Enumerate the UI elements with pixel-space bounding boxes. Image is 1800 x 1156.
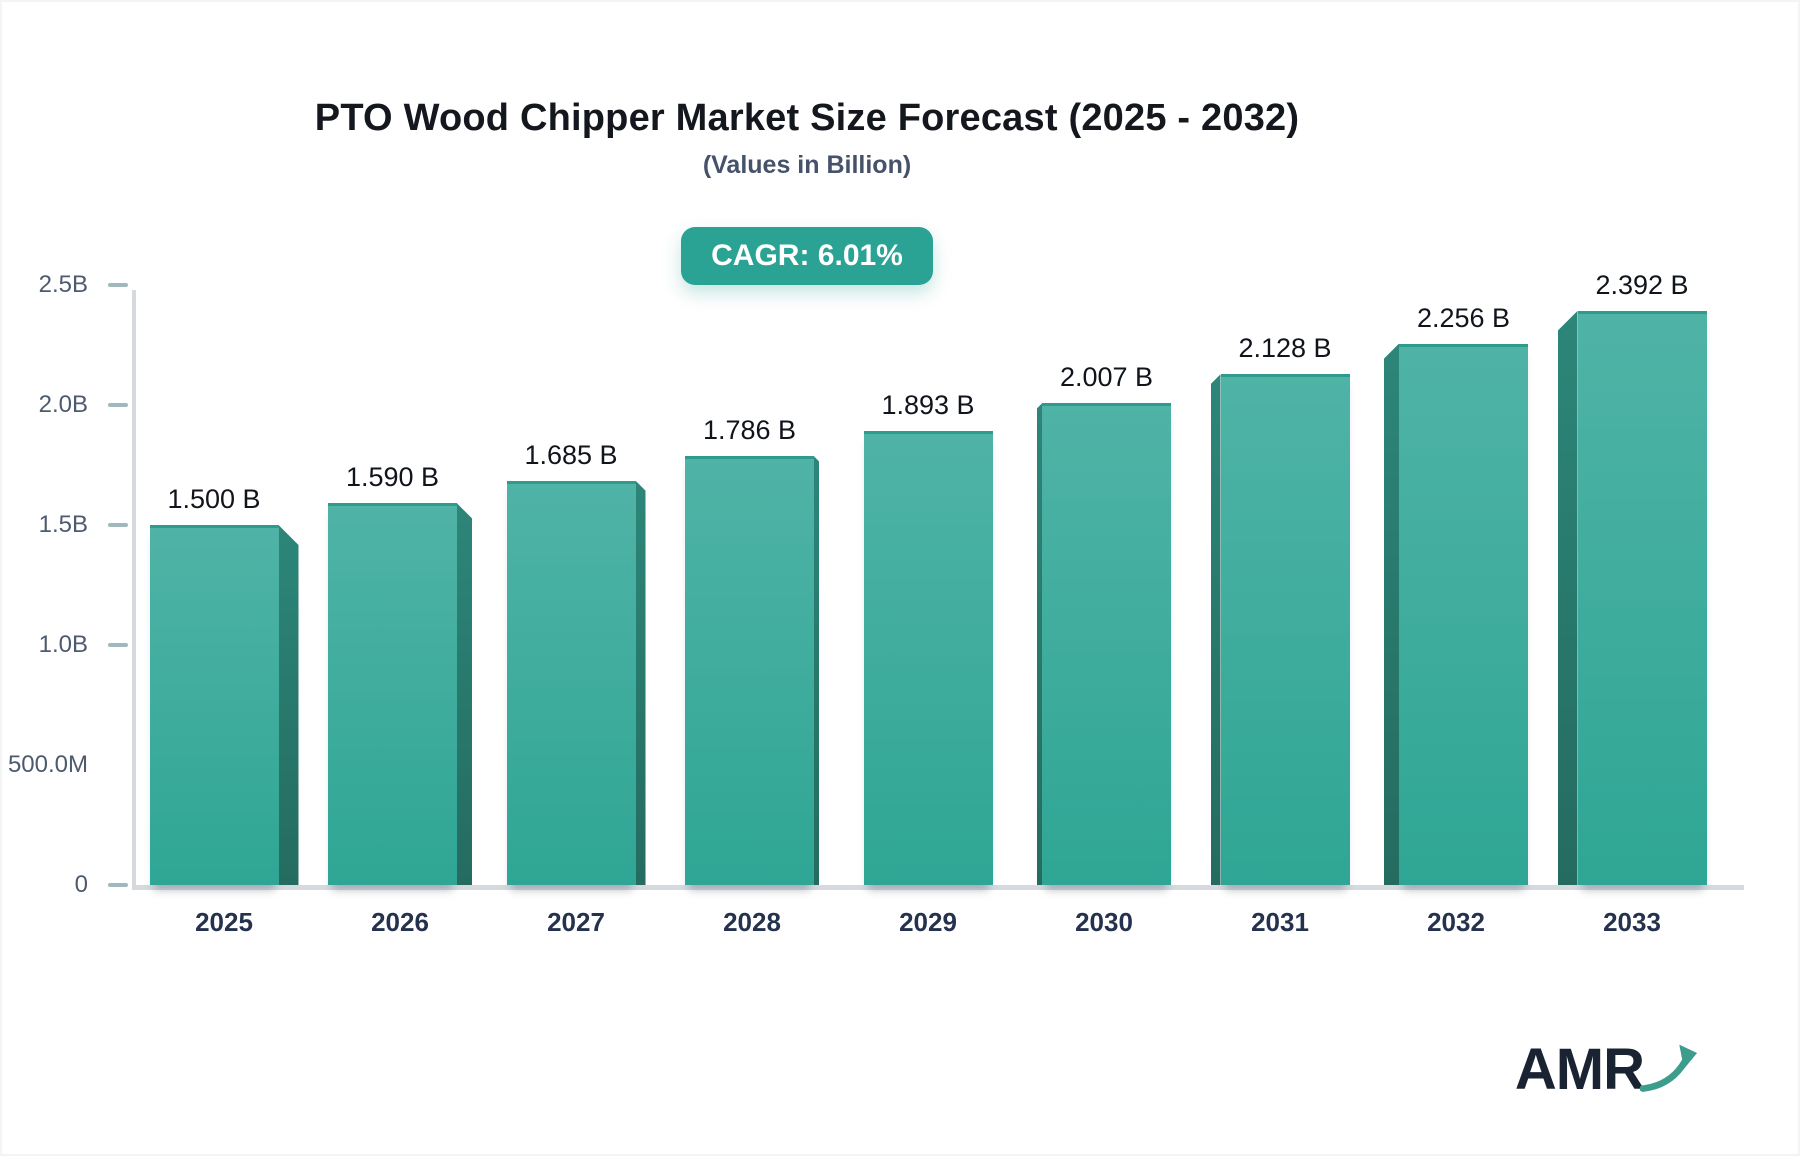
- bar-side-face: [814, 456, 819, 885]
- bar-slot: 2.392 B: [1544, 270, 1720, 885]
- bar-side-face: [278, 525, 299, 885]
- bar-front-face: [1577, 310, 1707, 885]
- bar-value-label: 2.007 B: [1059, 362, 1154, 393]
- bar-front-face: [685, 456, 814, 885]
- chart-header: PTO Wood Chipper Market Size Forecast (2…: [2, 2, 1612, 285]
- bar-side-face: [457, 503, 472, 885]
- bar-slot: 1.893 B: [840, 390, 1016, 885]
- x-axis-label: 2026: [371, 907, 429, 937]
- bar-front-face: [328, 503, 457, 885]
- bar-front-face: [863, 430, 993, 885]
- y-axis-tick-label: 2.5B: [38, 271, 88, 298]
- bar-front-face: [149, 525, 279, 885]
- bar-slot: 2.256 B: [1368, 303, 1544, 885]
- plot-area: 1.500 B 1.590 B 1.685 B 1.786 B 1.893 B 2.007…: [8, 270, 1744, 937]
- bar-slot: 2.128 B: [1192, 333, 1368, 885]
- bar-value-label: 1.500 B: [167, 484, 261, 514]
- bar-side-face: [1384, 343, 1399, 885]
- bar-2029: 1.893 B: [863, 390, 993, 885]
- amr-logo-text: AMR: [1514, 1037, 1645, 1102]
- x-axis-label: 2030: [1075, 907, 1133, 937]
- bar-value-label: 1.590 B: [345, 462, 440, 493]
- bar-value-label: 1.786 B: [702, 415, 797, 446]
- x-axis-label: 2025: [195, 907, 253, 937]
- amr-logo: AMR: [1515, 1041, 1698, 1099]
- bar-slot: 2.007 B: [1016, 362, 1192, 885]
- bar-slot: 1.500 B: [136, 484, 312, 885]
- bar-front-face: [1399, 343, 1528, 885]
- bar-slot: 1.685 B: [488, 440, 664, 885]
- chart-subtitle: (Values in Billion): [702, 151, 912, 179]
- chart-title: PTO Wood Chipper Market Size Forecast (2…: [314, 97, 1300, 139]
- bars-row: 1.500 B 1.590 B 1.685 B 1.786 B 1.893 B 2.007…: [136, 270, 1720, 885]
- x-axis-label: 2027: [547, 907, 605, 937]
- cagr-badge: CAGR: 6.01%: [681, 227, 933, 285]
- bar-2025: 1.500 B: [149, 484, 299, 885]
- y-axis-tick-mark: [108, 523, 128, 527]
- bar-value-label: 2.128 B: [1238, 333, 1332, 364]
- trend-up-arrow-icon: [1640, 1044, 1698, 1092]
- x-axis-label: 2031: [1251, 907, 1309, 937]
- bar-2028: 1.786 B: [685, 415, 819, 885]
- bar-side-face: [1210, 374, 1221, 885]
- bar-2030: 2.007 B: [1037, 362, 1171, 885]
- bar-2026: 1.590 B: [328, 462, 472, 885]
- bar-2033: 2.392 B: [1557, 270, 1707, 885]
- y-axis-tick-mark: [108, 283, 128, 287]
- bar-2032: 2.256 B: [1384, 303, 1528, 885]
- bar-slot: 1.786 B: [664, 415, 840, 885]
- x-axis-labels: 2025 2026 2027 2028 2029 2030 2031 2032 2033: [136, 907, 1720, 938]
- y-axis-tick-mark: [108, 403, 128, 407]
- bar-side-face: [635, 480, 646, 885]
- cagr-badge-label: CAGR: 6.01%: [711, 239, 903, 272]
- bar-value-label: 2.256 B: [1416, 302, 1511, 333]
- x-axis-label: 2028: [723, 907, 781, 937]
- bar-slot: 1.590 B: [312, 462, 488, 885]
- bar-side-face: [1557, 310, 1578, 885]
- bar-front-face: [1042, 403, 1171, 885]
- y-axis-tick-mark: [108, 883, 128, 887]
- bar-value-label: 2.392 B: [1595, 269, 1689, 300]
- bar-front-face: [1220, 374, 1350, 885]
- y-axis-tick-label: 1.0B: [38, 631, 88, 658]
- bar-front-face: [506, 480, 636, 885]
- y-axis-tick-label: 2.0B: [38, 391, 88, 418]
- y-axis-tick-label: 0: [74, 871, 88, 898]
- y-axis-tick-label: 500.0M: [7, 751, 88, 778]
- bar-2031: 2.128 B: [1210, 333, 1350, 885]
- bar-value-label: 1.685 B: [524, 439, 618, 470]
- x-axis-label: 2032: [1427, 907, 1485, 937]
- bar-value-label: 1.893 B: [881, 389, 975, 420]
- y-axis-tick-mark: [108, 643, 128, 647]
- y-axis-tick-label: 1.5B: [38, 511, 88, 538]
- x-axis-label: 2033: [1603, 907, 1661, 937]
- bar-2027: 1.685 B: [506, 440, 646, 885]
- x-axis-label: 2029: [899, 907, 957, 937]
- bar-side-face: [1037, 403, 1042, 885]
